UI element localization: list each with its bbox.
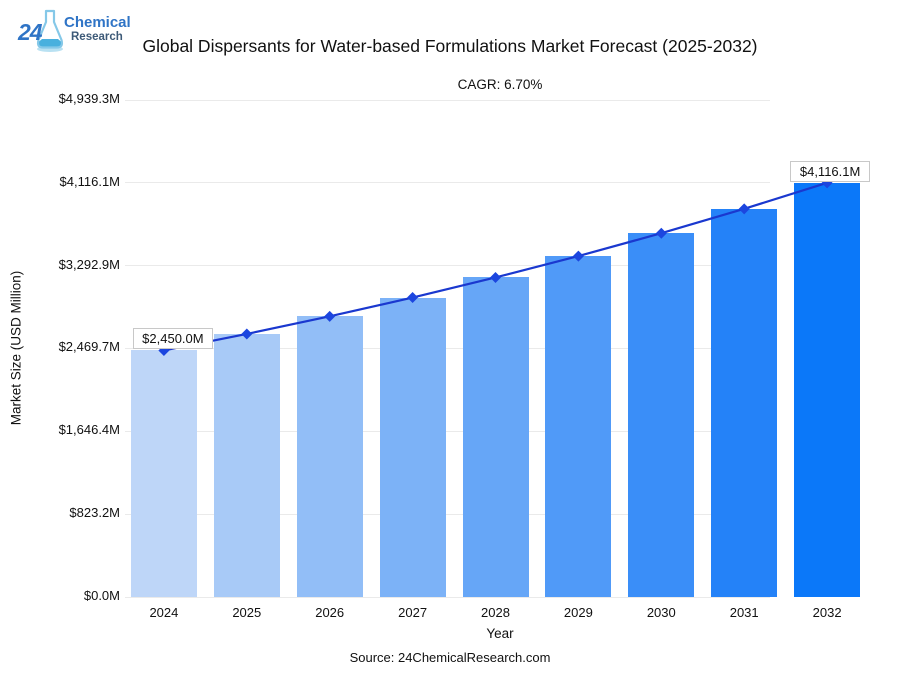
bar-2024 [130, 350, 197, 597]
value-callout-2024: $2,450.0M [132, 328, 213, 350]
y-tick-label: $823.2M [69, 505, 120, 521]
bar-2028 [462, 277, 529, 597]
logo-chemical-text: Chemical [64, 14, 131, 31]
x-tick-label: 2031 [729, 605, 759, 620]
x-tick-label: 2030 [646, 605, 676, 620]
logo-wordmark: Chemical Research [64, 14, 131, 44]
gridline [125, 99, 770, 101]
y-axis-tick-labels: $0.0M $823.2M $1,646.4M $2,469.7M $3,292.9M $… [0, 0, 120, 680]
x-axis-title: Year [486, 626, 514, 641]
source-note: Source: 24ChemicalResearch.com [349, 650, 551, 665]
logo: 24 Chemical Research [18, 8, 138, 58]
bar-2025 [213, 333, 280, 597]
y-tick-label: $3,292.9M [58, 256, 120, 272]
bar-2032 [794, 182, 861, 597]
x-tick-label: 2027 [398, 605, 428, 620]
logo-research-text: Research [71, 31, 123, 43]
x-tick-label: 2028 [481, 605, 510, 620]
y-tick-label: $2,469.7M [58, 339, 120, 355]
bar-2029 [545, 256, 612, 597]
x-tick-label: 2029 [563, 605, 593, 620]
cagr-subtitle: CAGR: 6.70% [457, 77, 543, 92]
logo-24-text: 24 [18, 19, 43, 45]
x-tick-label: 2026 [315, 605, 345, 620]
y-tick-label: $0.0M [83, 588, 120, 603]
value-callout-2032: $4,116.1M [790, 160, 871, 182]
plot-area: $2,450.0M $4,116.1M 2024 2025 2026 2027 2028 2… [125, 99, 871, 620]
x-tick-label: 2024 [149, 605, 179, 620]
y-tick-label: $1,646.4M [58, 422, 120, 438]
x-tick-label: 2032 [812, 605, 842, 620]
y-tick-label: $4,116.1M [59, 173, 120, 189]
bar-2030 [628, 233, 695, 597]
gridline [125, 596, 770, 598]
gridline [125, 182, 770, 184]
flask-icon [36, 9, 64, 52]
y-tick-label: $4,939.3M [58, 91, 120, 106]
gridline [125, 513, 770, 515]
bar-2026 [296, 316, 363, 597]
bar-2031 [711, 208, 778, 597]
x-tick-label: 2025 [232, 605, 262, 620]
chart-title: Global Dispersants for Water-based Formu… [142, 36, 758, 56]
gridline [125, 430, 770, 432]
bar-2027 [379, 297, 446, 597]
